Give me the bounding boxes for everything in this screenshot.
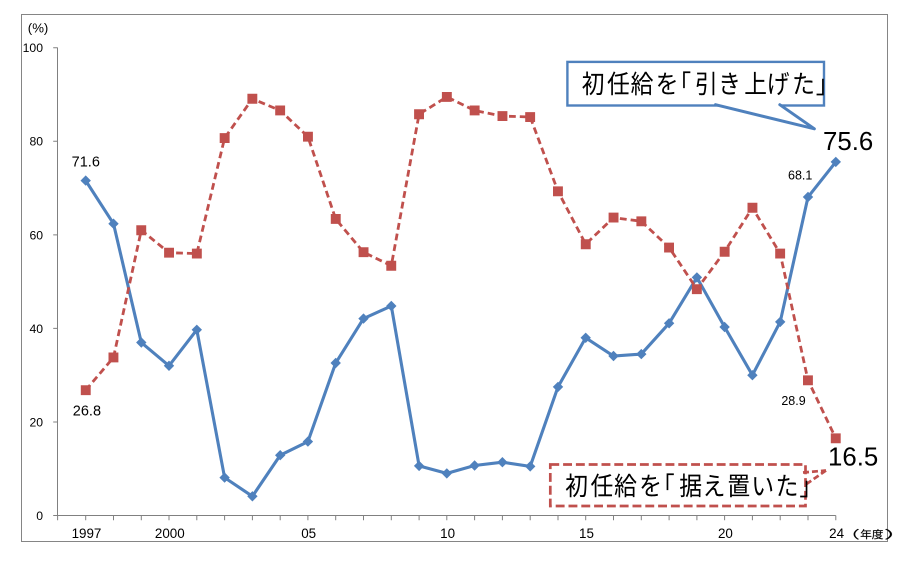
svg-text:2000: 2000 [155,526,185,541]
svg-text:0: 0 [36,509,43,523]
svg-text:68.1: 68.1 [788,168,812,182]
svg-text:20: 20 [718,526,733,541]
svg-text:1997: 1997 [72,526,102,541]
svg-text:60: 60 [29,228,43,242]
svg-text:75.6: 75.6 [823,128,873,156]
svg-text:(%): (%) [28,21,49,36]
svg-text:80: 80 [29,135,43,149]
svg-text:24: 24 [829,526,844,541]
svg-text:20: 20 [29,415,43,429]
svg-text:100: 100 [23,41,44,55]
svg-text:40: 40 [29,322,43,336]
svg-text:26.8: 26.8 [73,404,101,420]
svg-text:16.5: 16.5 [828,443,878,471]
svg-text:28.9: 28.9 [781,394,805,408]
svg-text:05: 05 [301,526,316,541]
svg-text:71.6: 71.6 [72,155,100,171]
svg-text:10: 10 [440,526,455,541]
svg-text:15: 15 [579,526,594,541]
